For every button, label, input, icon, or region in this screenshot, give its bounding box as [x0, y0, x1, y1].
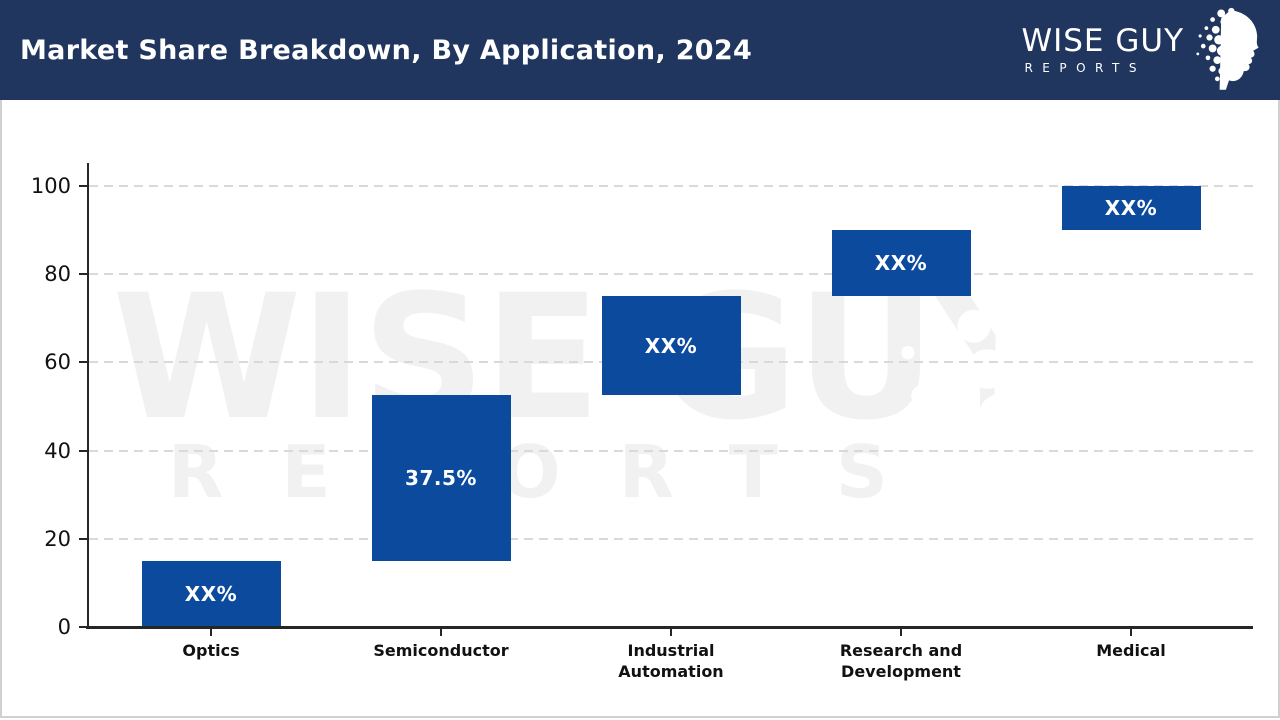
bar-research-and-development: XX%	[831, 230, 971, 297]
bar-value-label: XX%	[1104, 196, 1158, 221]
y-tick-label-100: 100	[30, 174, 71, 198]
y-tick-80	[79, 273, 88, 276]
gridline-y-20	[89, 537, 1253, 540]
y-tick-100	[79, 185, 88, 187]
y-tick-40	[79, 449, 88, 452]
bar-value-label: 37.5%	[405, 466, 477, 491]
y-tick-60	[79, 361, 88, 364]
bar-value-label: XX%	[874, 251, 928, 276]
page-title: Market Share Breakdown, By Application, …	[20, 34, 753, 66]
x-category-label: Industrial Automation	[618, 641, 724, 681]
y-axis	[87, 163, 89, 629]
header: Market Share Breakdown, By Application, …	[0, 0, 1280, 100]
x-axis	[86, 626, 1253, 629]
bar-value-label: XX%	[184, 581, 238, 606]
bar-semiconductor: 37.5%	[371, 395, 511, 561]
y-tick-label-0: 0	[57, 615, 71, 639]
y-tick-label-40: 40	[44, 438, 71, 463]
gridline-y-40	[89, 449, 1253, 452]
x-tick-2	[670, 628, 672, 636]
brand-logo-text: WISE GUY REPORTS	[1021, 25, 1184, 75]
page-right-border	[1278, 100, 1280, 718]
bar-optics: XX%	[141, 560, 281, 627]
brand-name: WISE GUY	[1021, 23, 1184, 60]
y-tick-20	[79, 537, 88, 540]
watermark-subtitle-text: REPORTS	[168, 430, 946, 514]
gridline-y-80	[89, 273, 1253, 276]
bar-industrial-automation: XX%	[601, 296, 741, 396]
bar-medical: XX%	[1061, 186, 1201, 231]
x-tick-4	[1130, 628, 1132, 636]
watermark-brand-text: WISE GUY	[112, 257, 1058, 458]
brand-subtitle: REPORTS	[1024, 60, 1146, 75]
x-category-label: Medical	[1096, 641, 1166, 660]
x-tick-1	[440, 628, 442, 636]
x-category-label: Optics	[182, 641, 240, 660]
y-tick-label-60: 60	[44, 350, 71, 375]
x-category-label: Research and Development	[839, 641, 963, 681]
x-tick-0	[210, 628, 212, 636]
y-tick-label-80: 80	[44, 262, 71, 287]
gridline-y-100	[89, 185, 1253, 187]
x-category-label: Semiconductor	[373, 641, 509, 660]
brand-logo: WISE GUY REPORTS	[1021, 0, 1268, 100]
chart-plot-area: 0 20 40 60 80 100 XX% Optics 37.5% Semiconductor X…	[0, 100, 1280, 716]
page-left-border	[0, 100, 2, 718]
bar-value-label: XX%	[644, 333, 698, 358]
y-tick-0	[79, 626, 88, 628]
y-tick-label-20: 20	[44, 526, 71, 551]
wise-guy-face-icon	[1196, 7, 1259, 90]
page-bottom-border	[0, 716, 1280, 718]
x-tick-3	[900, 628, 902, 636]
